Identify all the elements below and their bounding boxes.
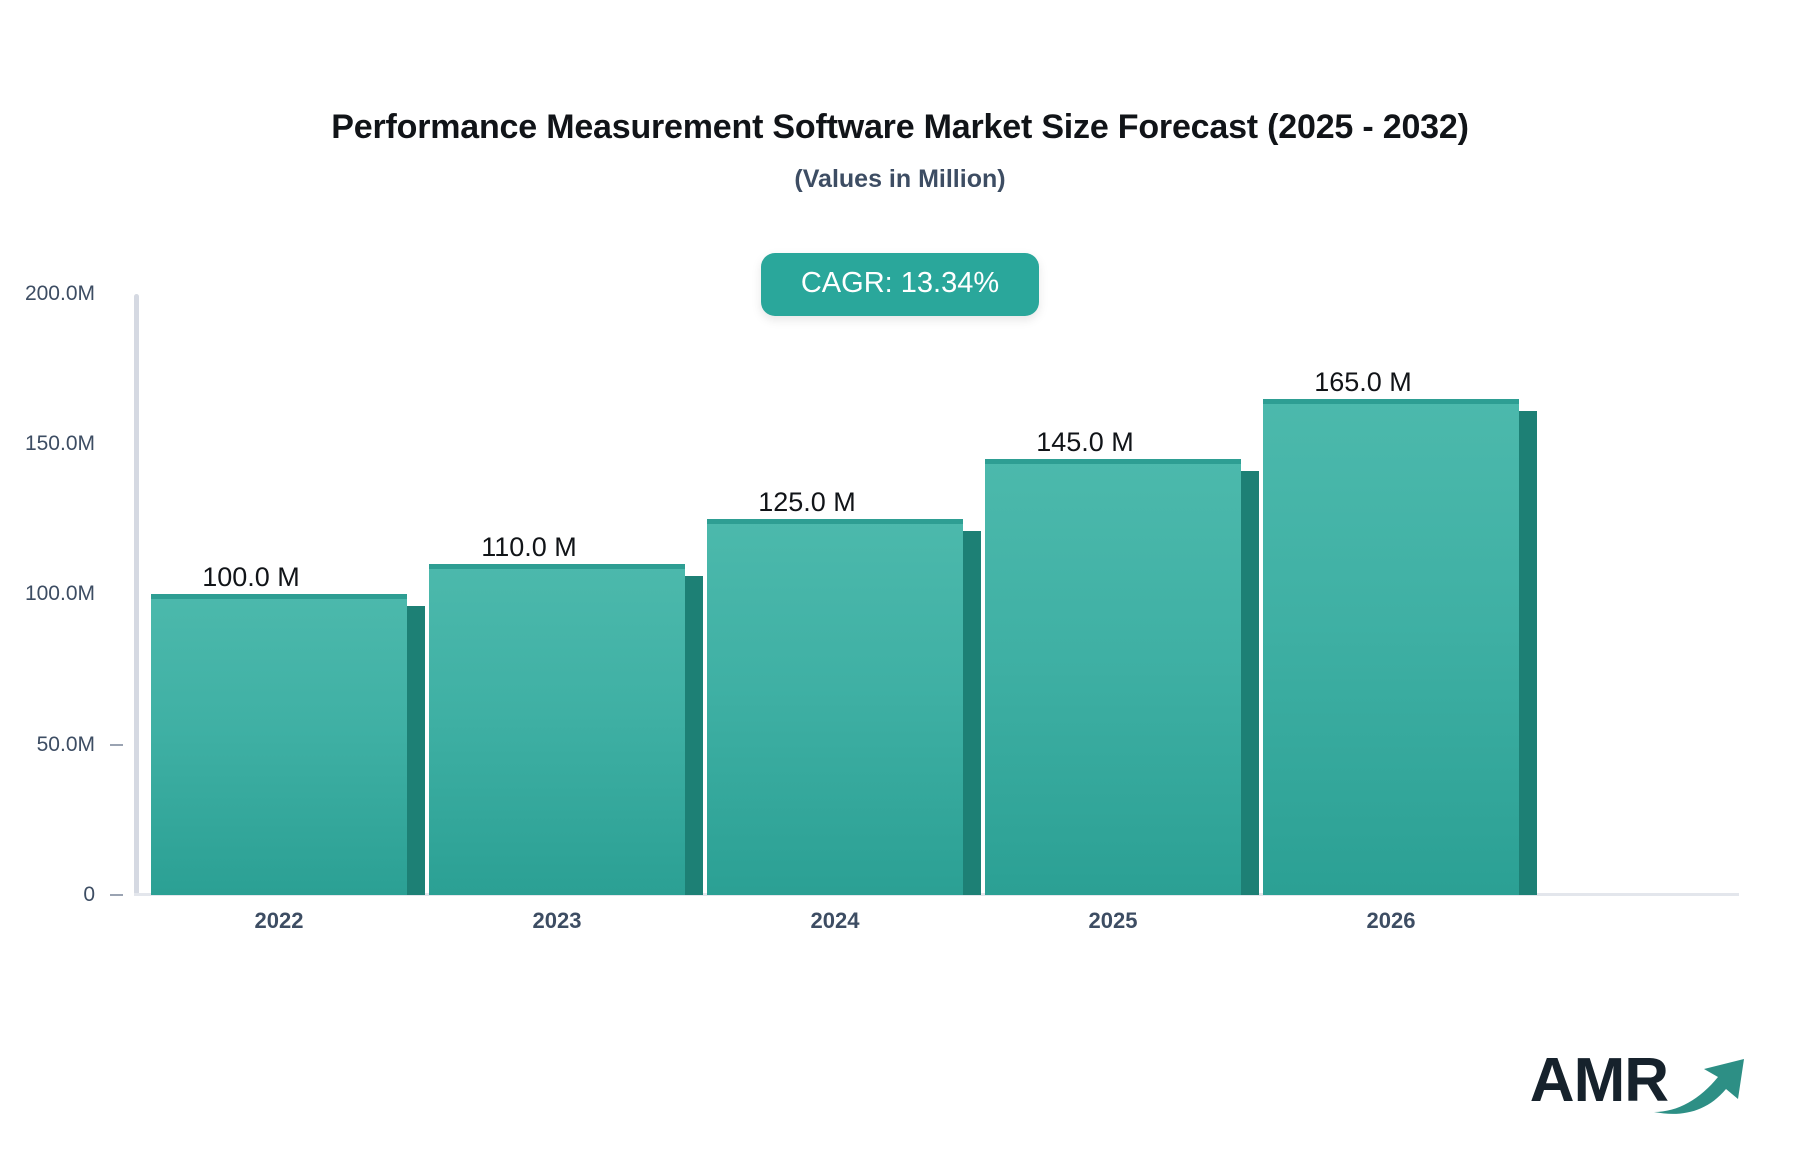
chart-header: Performance Measurement Software Market …: [0, 108, 1800, 194]
y-axis-tick-label: 150.0M: [24, 432, 95, 455]
bar-top-cap: [1241, 471, 1259, 476]
bar-side-face: [1519, 411, 1537, 895]
x-axis-tick-2025: 2025: [1088, 908, 1138, 933]
bar-side-face: [407, 606, 425, 895]
bar-top-cap: [963, 531, 981, 536]
growth-arrow-icon: [1652, 1055, 1748, 1122]
bar-front-face: [429, 564, 685, 895]
bar-side-face: [1241, 471, 1259, 895]
bar-2022[interactable]: [151, 594, 425, 895]
bar-top-cap: [1519, 411, 1537, 416]
bar-2025[interactable]: [985, 459, 1259, 895]
bar-top-cap: [685, 576, 703, 581]
bar-top-edge: [707, 519, 963, 524]
bar-side-face: [685, 576, 703, 895]
bar-value-label: 145.0 M: [1036, 427, 1134, 457]
y-axis-tick-label: 100.0M: [24, 582, 95, 605]
bar-front-face: [151, 594, 407, 895]
chart-title: Performance Measurement Software Market …: [331, 108, 1469, 146]
bar-front-face: [1263, 399, 1519, 895]
bar-top-edge: [1263, 399, 1519, 404]
y-axis-tick-label: 50.0M: [36, 733, 95, 756]
bar-value-label: 100.0 M: [202, 562, 300, 592]
y-axis-tick-mark: [110, 744, 123, 746]
bar-2023[interactable]: [429, 564, 703, 895]
x-axis-tick-2026: 2026: [1366, 908, 1416, 933]
bar-2026[interactable]: [1263, 399, 1537, 895]
y-axis-tick-label: 200.0M: [24, 282, 95, 305]
y-axis-tick-label: 0: [83, 883, 95, 906]
cagr-badge: CAGR: 13.34%: [760, 253, 1040, 316]
bar-value-label: 165.0 M: [1314, 367, 1412, 397]
bar-value-label: 125.0 M: [758, 487, 856, 517]
bar-value-label: 110.0 M: [481, 532, 577, 562]
x-axis-tick-2024: 2024: [810, 908, 860, 933]
y-axis-tick-mark: [110, 894, 123, 896]
bar-side-face: [963, 531, 981, 895]
bar-2024[interactable]: [707, 519, 981, 895]
x-axis-tick-2022: 2022: [254, 908, 304, 933]
bar-top-edge: [151, 594, 407, 599]
cagr-badge-wrapper: CAGR: 13.34%: [0, 253, 1800, 316]
bar-top-edge: [985, 459, 1241, 464]
bar-top-edge: [429, 564, 685, 569]
x-axis-tick-2023: 2023: [532, 908, 582, 933]
amr-logo: AMR: [1530, 1044, 1748, 1118]
bar-front-face: [707, 519, 963, 895]
chart-subtitle: (Values in Million): [794, 165, 1006, 194]
bar-front-face: [985, 459, 1241, 895]
bar-top-cap: [407, 606, 425, 611]
amr-logo-text: AMR: [1529, 1046, 1669, 1115]
y-axis-line: [134, 294, 139, 895]
